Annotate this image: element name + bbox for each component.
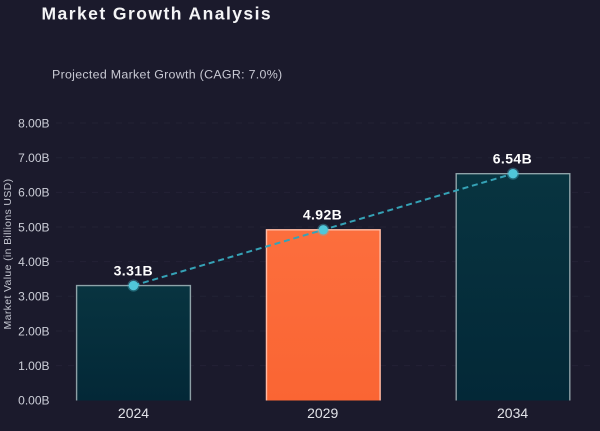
svg-text:Market Value (in Billions USD): Market Value (in Billions USD) (2, 179, 14, 330)
svg-text:Market Growth Analysis: Market Growth Analysis (42, 4, 273, 24)
svg-text:2.00B: 2.00B (18, 324, 49, 338)
svg-text:5.00B: 5.00B (18, 220, 49, 234)
svg-text:1.00B: 1.00B (18, 359, 49, 373)
svg-text:6.54B: 6.54B (493, 150, 532, 166)
svg-text:0.00B: 0.00B (18, 394, 49, 408)
svg-text:6.00B: 6.00B (18, 186, 49, 200)
svg-text:2029: 2029 (307, 405, 338, 421)
svg-text:3.00B: 3.00B (18, 290, 49, 304)
svg-text:3.31B: 3.31B (114, 262, 153, 278)
svg-text:7.00B: 7.00B (18, 151, 49, 165)
svg-text:2034: 2034 (497, 405, 528, 421)
svg-text:2024: 2024 (118, 405, 149, 421)
svg-text:Projected Market Growth (CAGR:: Projected Market Growth (CAGR: 7.0%) (52, 68, 282, 82)
svg-text:4.92B: 4.92B (303, 207, 342, 223)
svg-text:8.00B: 8.00B (18, 116, 49, 130)
svg-text:4.00B: 4.00B (18, 255, 49, 269)
